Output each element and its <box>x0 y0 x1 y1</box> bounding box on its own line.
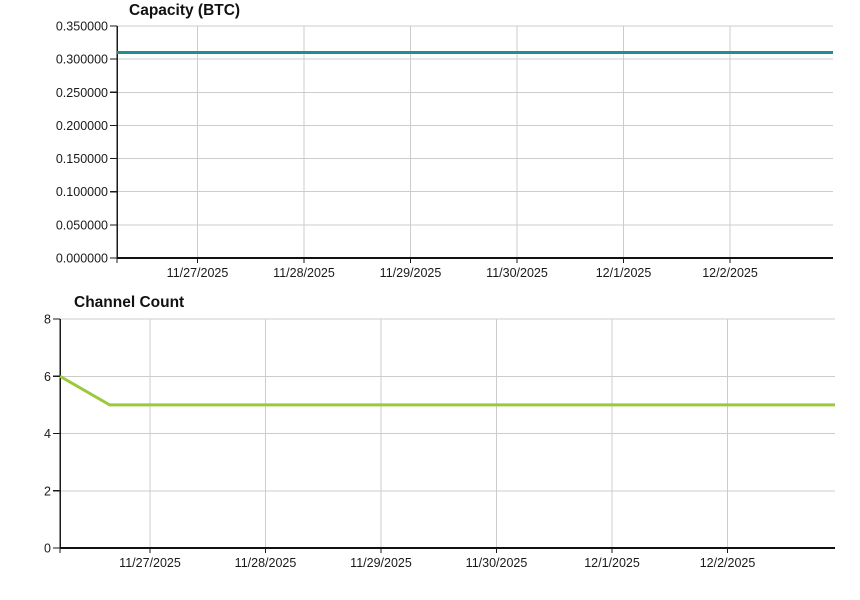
y-axis-label: 0.200000 <box>56 119 108 133</box>
capacity-chart-title: Capacity (BTC) <box>129 2 241 19</box>
y-axis-label: 8 <box>44 313 51 327</box>
y-axis-label: 0.050000 <box>56 218 108 232</box>
x-axis-label: 12/2/2025 <box>700 556 756 570</box>
x-axis-label: 11/27/2025 <box>167 266 229 280</box>
chart-channel-count: 8 6 4 2 0 11/27/2025 11/28/2025 11/29/2025 11/30… <box>44 313 835 570</box>
channel_count-line <box>59 374 835 407</box>
chart-capacity-btc: 0.350000 0.300000 0.250000 0.200000 0.150000… <box>56 20 833 280</box>
y-axis-label: 2 <box>44 484 51 498</box>
x-axis-label: 11/27/2025 <box>119 556 181 570</box>
y-axis-label: 0.250000 <box>56 86 108 100</box>
channel-count-chart-title: Channel Count <box>74 294 185 311</box>
y-axis-label: 0.300000 <box>56 53 108 67</box>
x-axis-label: 11/30/2025 <box>486 266 548 280</box>
x-axis-label: 11/28/2025 <box>273 266 335 280</box>
y-axis-label: 6 <box>44 370 51 384</box>
x-axis-label: 11/29/2025 <box>380 266 442 280</box>
y-axis-label: 0.000000 <box>56 252 108 266</box>
y-axis-label: 0.350000 <box>56 20 108 34</box>
x-axis-label: 11/28/2025 <box>235 556 297 570</box>
y-axis-label: 0 <box>44 542 51 556</box>
y-axis-label: 4 <box>44 427 51 441</box>
x-axis-label: 11/30/2025 <box>466 556 528 570</box>
x-axis-label: 12/1/2025 <box>596 266 652 280</box>
x-axis-label: 11/29/2025 <box>350 556 412 570</box>
y-axis-label: 0.150000 <box>56 152 108 166</box>
x-axis-label: 12/2/2025 <box>702 266 758 280</box>
y-axis-label: 0.100000 <box>56 185 108 199</box>
x-axis-label: 12/1/2025 <box>584 556 640 570</box>
